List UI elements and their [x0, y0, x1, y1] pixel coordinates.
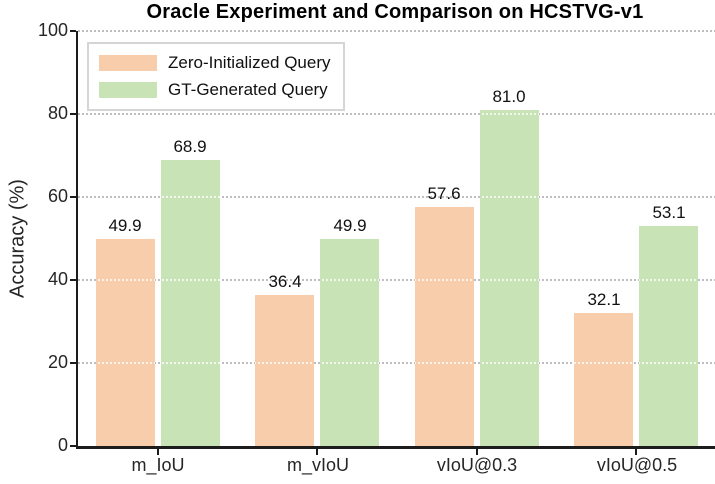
bar-m_vIoU-series2	[320, 239, 379, 446]
y-tick-label: 60	[47, 186, 68, 206]
bar-value-label: 53.1	[652, 203, 686, 222]
gridline-overlay-20	[78, 362, 715, 364]
gridline-overlay-100	[78, 30, 715, 32]
bar-vIoU@0.5-series2	[639, 226, 698, 446]
plot-area: Zero-Initialized Query GT-Generated Query…	[76, 30, 715, 449]
legend-swatch	[99, 82, 157, 98]
x-tick-label-m_IoU: m_IoU	[131, 455, 185, 475]
y-tick-mark	[70, 30, 76, 32]
legend-item: GT-Generated Query	[99, 80, 331, 100]
bar-value-label: 81.0	[492, 87, 526, 106]
bar-m_IoU-series2	[161, 160, 220, 446]
y-tick-label: 40	[47, 269, 68, 289]
legend-label: Zero-Initialized Query	[168, 53, 331, 72]
bar-m_vIoU-series1	[255, 295, 314, 446]
legend-swatch	[99, 55, 157, 71]
y-tick-label: 0	[57, 435, 68, 455]
gridline-overlay-80	[78, 113, 715, 115]
gridline-overlay-60	[78, 196, 715, 198]
legend: Zero-Initialized Query GT-Generated Query	[87, 42, 345, 111]
bar-value-label: 49.9	[333, 216, 367, 235]
y-tick-mark	[70, 445, 76, 447]
bar-value-label: 36.4	[268, 272, 302, 291]
y-tick-label: 100	[37, 20, 68, 40]
x-tick-mark	[635, 449, 637, 455]
y-tick-mark	[70, 196, 76, 198]
bar-value-label: 49.9	[108, 216, 142, 235]
bar-value-label: 68.9	[173, 137, 207, 156]
x-tick-label-m_vIoU: m_vIoU	[286, 455, 349, 475]
y-tick-label: 80	[47, 103, 68, 123]
y-tick-label: 20	[47, 352, 68, 372]
bar-vIoU@0.3-series1	[415, 207, 474, 446]
x-tick-mark	[476, 449, 478, 455]
x-tick-mark	[157, 449, 159, 455]
legend-label: GT-Generated Query	[168, 80, 328, 99]
x-tick-mark	[316, 449, 318, 455]
y-tick-mark	[70, 362, 76, 364]
bar-vIoU@0.3-series2	[480, 110, 539, 446]
y-tick-mark	[70, 113, 76, 115]
legend-item: Zero-Initialized Query	[99, 53, 331, 73]
bar-m_IoU-series1	[96, 239, 155, 446]
y-tick-mark	[70, 279, 76, 281]
x-tick-label-vIoU@0.5: vIoU@0.5	[596, 455, 678, 475]
x-tick-label-vIoU@0.3: vIoU@0.3	[436, 455, 518, 475]
bar-vIoU@0.5-series1	[574, 313, 633, 446]
gridline-overlay-40	[78, 279, 715, 281]
chart-title: Oracle Experiment and Comparison on HCST…	[146, 1, 644, 23]
y-axis-label: Accuracy (%)	[6, 179, 29, 298]
bar-value-label: 32.1	[587, 290, 621, 309]
bar-value-label: 57.6	[427, 184, 461, 203]
